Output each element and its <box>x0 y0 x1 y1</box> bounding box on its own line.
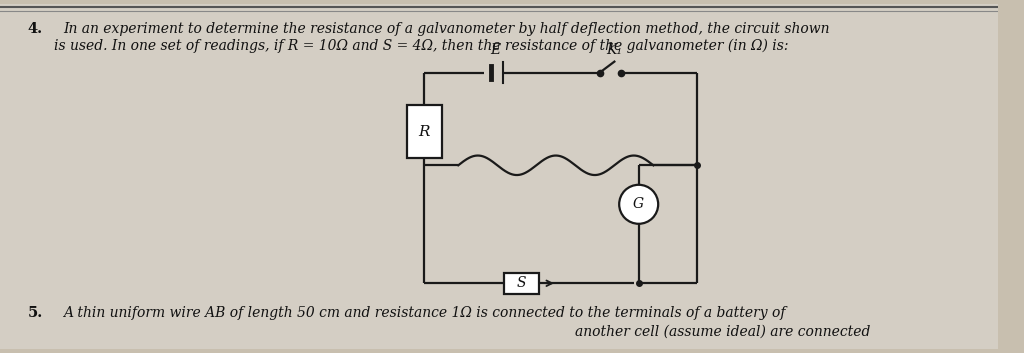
Text: another cell (assume ideal) are connected: another cell (assume ideal) are connecte… <box>575 324 870 338</box>
Text: 4.: 4. <box>28 22 42 36</box>
Text: R: R <box>419 125 430 139</box>
Circle shape <box>620 185 658 224</box>
Text: E: E <box>490 43 501 57</box>
Text: is used. In one set of readings, if R = 10Ω and S = 4Ω, then the resistance of t: is used. In one set of readings, if R = … <box>53 38 788 53</box>
FancyBboxPatch shape <box>407 105 441 158</box>
FancyBboxPatch shape <box>0 4 998 349</box>
Text: A thin uniform wire AB of length 50 cm and resistance 1Ω is connected to the ter: A thin uniform wire AB of length 50 cm a… <box>63 306 785 320</box>
Text: K₁: K₁ <box>606 43 623 57</box>
Text: In an experiment to determine the resistance of a galvanometer by half deflectio: In an experiment to determine the resist… <box>63 22 829 36</box>
Text: 5.: 5. <box>28 306 43 320</box>
Text: G: G <box>633 197 644 211</box>
FancyBboxPatch shape <box>504 273 540 294</box>
Text: S: S <box>517 276 526 290</box>
